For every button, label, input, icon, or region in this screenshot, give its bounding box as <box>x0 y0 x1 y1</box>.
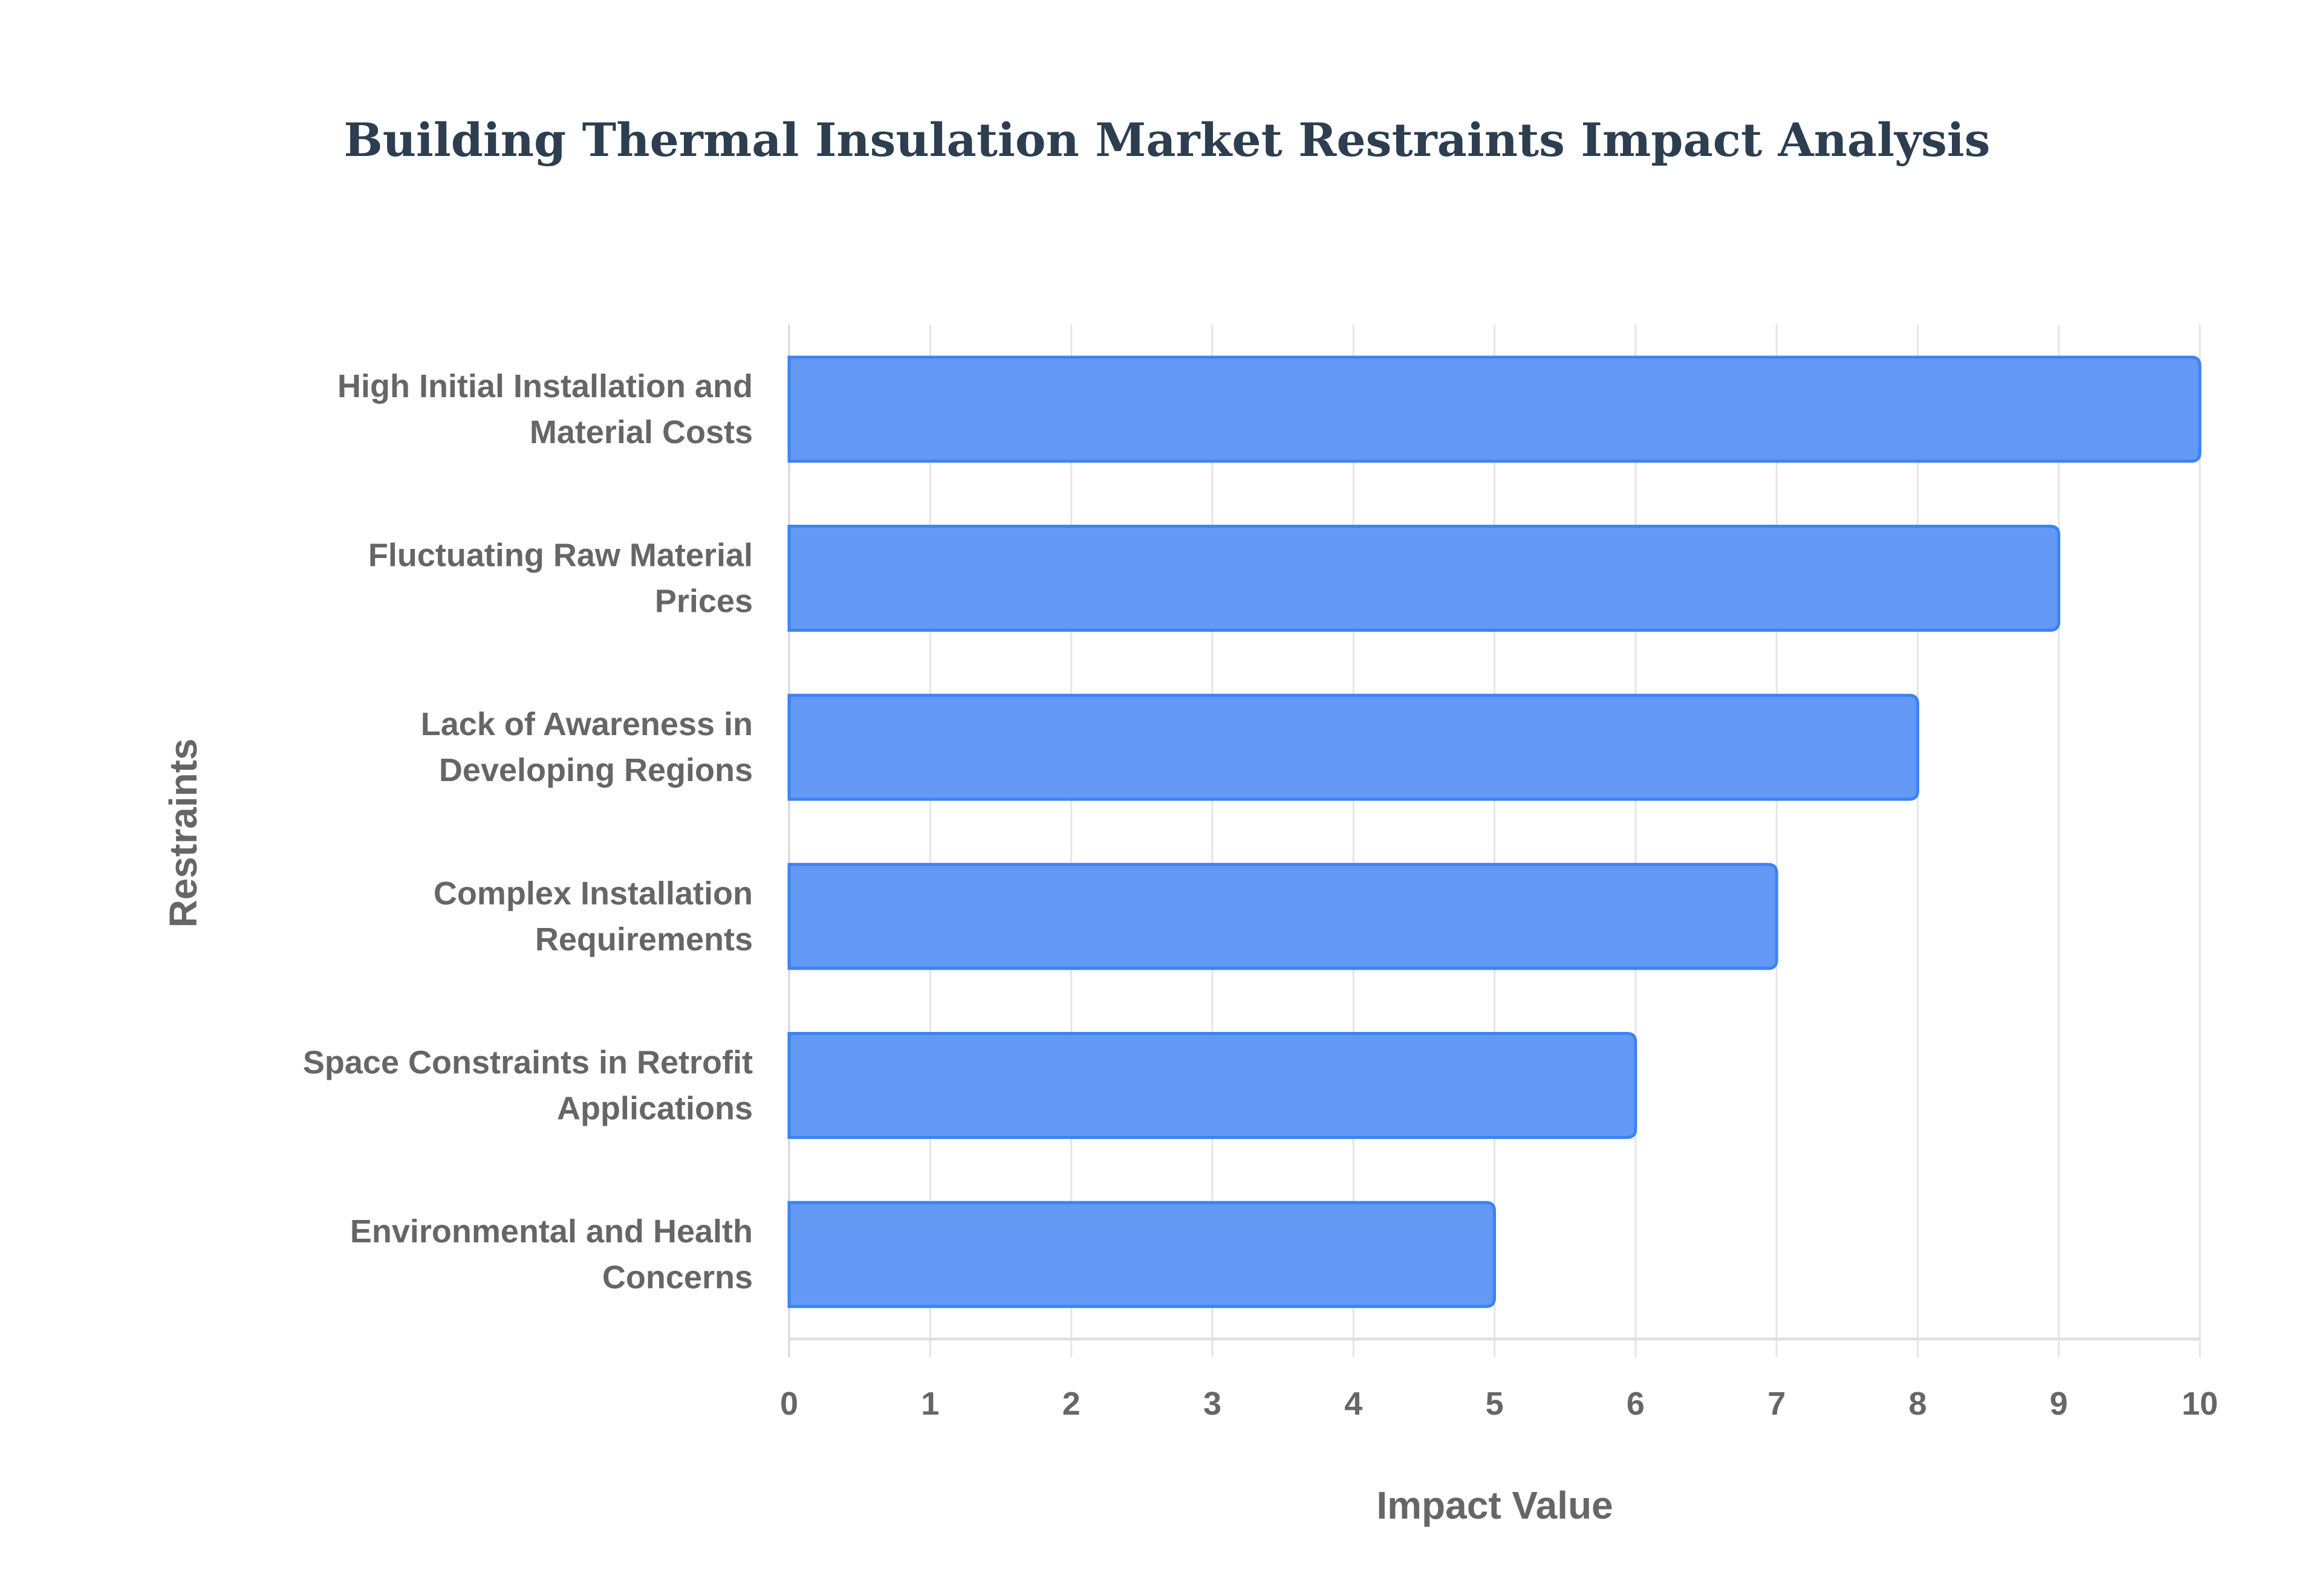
x-tick-label: 7 <box>1768 1386 1786 1422</box>
bar <box>787 1032 1637 1139</box>
y-tick-label: Complex Installation Requirements <box>434 875 753 958</box>
y-tick-label: Environmental and Health Concerns <box>350 1213 753 1296</box>
y-tick-label-line: Space Constraints in Retrofit <box>303 1045 753 1081</box>
y-tick-label: High Initial Installation and Material Co… <box>337 368 753 450</box>
x-tick-label: 9 <box>2050 1386 2068 1422</box>
x-tick-label: 6 <box>1627 1386 1645 1422</box>
x-tick-label: 8 <box>1908 1386 1927 1422</box>
y-tick-label-line: Developing Regions <box>439 752 753 788</box>
y-tick-label-line: Requirements <box>535 921 753 958</box>
x-tick-label: 10 <box>2182 1386 2218 1422</box>
bar <box>787 693 1919 801</box>
bar <box>787 525 2061 632</box>
y-tick-labels: High Initial Installation and Material Co… <box>303 368 753 1296</box>
y-tick-label-line: Prices <box>655 583 753 620</box>
x-tick-label: 5 <box>1485 1386 1503 1422</box>
x-tick-label: 2 <box>1062 1386 1081 1422</box>
grid <box>788 325 2201 1357</box>
y-tick-label-line: Environmental and Health <box>350 1213 753 1250</box>
y-tick-label: Lack of Awareness in Developing Regions <box>421 706 753 788</box>
chart-title: Building Thermal Insulation Market Restr… <box>344 113 1991 167</box>
bars <box>787 355 2202 1308</box>
x-tick-labels: 0 1 2 3 4 5 6 7 8 9 10 <box>780 1386 2218 1422</box>
x-tick-label: 3 <box>1203 1386 1221 1422</box>
y-tick-label-line: Concerns <box>602 1259 753 1296</box>
y-tick-label: Fluctuating Raw Material Prices <box>368 537 753 620</box>
y-tick-label-line: Material Costs <box>530 414 753 450</box>
x-tick-label: 4 <box>1344 1386 1362 1422</box>
y-tick-label-line: High Initial Installation and <box>337 368 753 404</box>
y-tick-label-line: Complex Installation <box>434 875 753 912</box>
y-tick-label-line: Fluctuating Raw Material <box>368 537 753 574</box>
y-tick-label-line: Lack of Awareness in <box>421 706 753 742</box>
bar <box>787 1201 1496 1308</box>
y-tick-label-line: Applications <box>557 1091 753 1127</box>
x-tick-label: 1 <box>921 1386 939 1422</box>
y-axis-title: Restraints <box>161 739 205 928</box>
bar <box>787 863 1778 970</box>
y-tick-label: Space Constraints in Retrofit Application… <box>303 1045 753 1127</box>
x-axis-title: Impact Value <box>1376 1484 1613 1527</box>
x-tick-label: 0 <box>780 1386 798 1422</box>
bar <box>787 355 2202 463</box>
